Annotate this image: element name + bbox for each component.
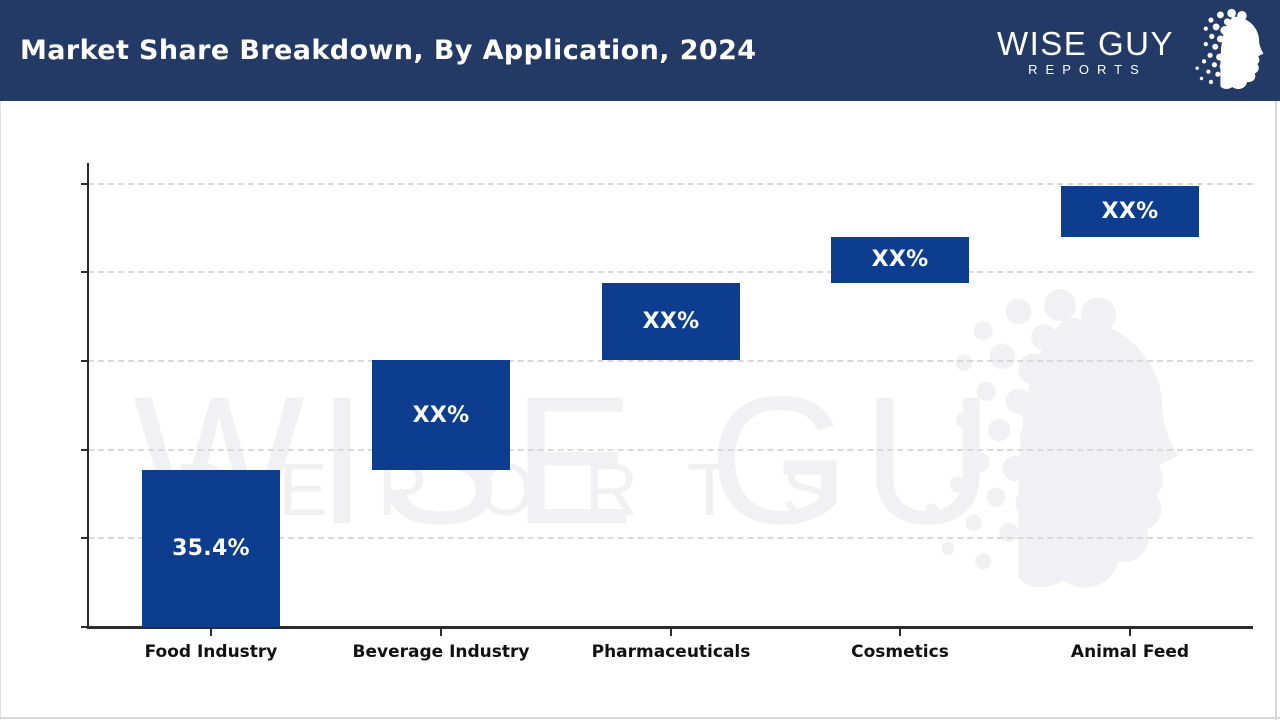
watermark: WISE GUY REPORTS	[0, 101, 1280, 720]
bar-animal-feed: XX%	[1061, 186, 1199, 238]
logo: WISE GUY REPORTS	[997, 6, 1270, 96]
x-tick-beverage-industry	[440, 629, 442, 636]
x-tick-cosmetics	[899, 629, 901, 636]
bar-cosmetics: XX%	[831, 237, 969, 283]
x-axis-line	[88, 626, 1253, 629]
logo-wordmark: WISE GUY	[996, 24, 1174, 62]
gridline-40	[88, 448, 1253, 451]
x-tick-label-pharmaceuticals: Pharmaceuticals	[591, 642, 751, 662]
y-axis-line	[87, 163, 89, 629]
bar-pharmaceuticals: XX%	[602, 282, 740, 361]
x-tick-animal-feed	[1129, 629, 1131, 636]
watermark-head-icon	[925, 289, 1179, 588]
bar-value-label-beverage-industry: XX%	[412, 402, 470, 428]
y-tick-80	[81, 271, 88, 274]
x-tick-label-cosmetics: Cosmetics	[851, 642, 949, 662]
bar-beverage-industry: XX%	[372, 360, 510, 470]
y-tick-20	[81, 537, 88, 540]
y-tick-100	[81, 182, 88, 185]
logo-subtitle: REPORTS	[1028, 61, 1147, 77]
watermark-subtitle: REPORTS	[175, 448, 882, 531]
page-border-bottom	[0, 717, 1280, 719]
page-border-right	[1275, 101, 1277, 720]
gridline-20	[88, 537, 1253, 540]
x-tick-label-beverage-industry: Beverage Industry	[352, 642, 530, 662]
bar-food-industry: 35.4%	[142, 470, 280, 627]
x-tick-label-animal-feed: Animal Feed	[1070, 642, 1190, 662]
bar-value-label-cosmetics: XX%	[871, 247, 929, 273]
bar-value-label-food-industry: 35.4%	[172, 535, 250, 561]
gridline-100	[88, 182, 1253, 185]
watermark-wordmark: WISE GUY	[133, 358, 1140, 562]
page-border-left	[0, 101, 1, 720]
y-tick-40	[81, 448, 88, 451]
x-tick-pharmaceuticals	[670, 629, 672, 636]
chart-title: Market Share Breakdown, By Application, …	[20, 35, 757, 66]
y-tick-60	[81, 359, 88, 362]
logo-text: WISE GUY REPORTS	[997, 27, 1174, 76]
gridline-80	[88, 271, 1253, 274]
gridline-60	[88, 359, 1253, 362]
y-tick-0	[81, 626, 88, 628]
x-tick-food-industry	[210, 629, 212, 636]
logo-head-icon	[1195, 8, 1264, 90]
x-tick-label-food-industry: Food Industry	[144, 642, 278, 662]
header: Market Share Breakdown, By Application, …	[0, 0, 1280, 101]
bar-value-label-animal-feed: XX%	[1101, 199, 1159, 225]
bar-value-label-pharmaceuticals: XX%	[642, 309, 700, 335]
